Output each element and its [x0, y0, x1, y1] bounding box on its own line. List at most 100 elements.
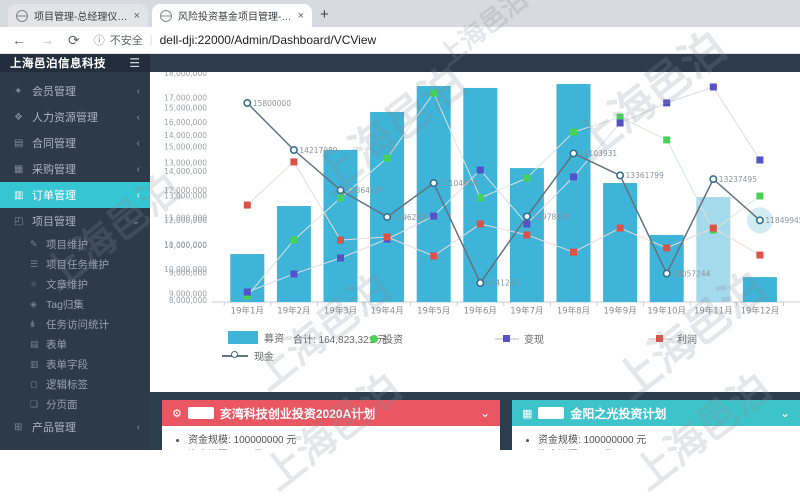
bar-19年12月[interactable]: [742, 277, 777, 302]
sidebar-subitem-项目维护[interactable]: ✎ 项目维护: [0, 234, 150, 254]
plan-card-header[interactable]: ⚙ 亥湾科技创业投资2020A计划 ⌄: [162, 400, 500, 426]
cash-point[interactable]: [383, 212, 392, 221]
vc-monthly-chart[interactable]: 18,000,000 17,000,000 16,000,000 15,000,000…: [150, 72, 800, 392]
legend-利润[interactable]: 利润: [648, 331, 697, 346]
利润-point[interactable]: [383, 233, 391, 241]
利润-point[interactable]: [709, 224, 717, 232]
cash-point[interactable]: [755, 216, 764, 225]
new-tab-button[interactable]: +: [320, 6, 329, 23]
cash-point[interactable]: [709, 175, 718, 184]
变现-point[interactable]: [243, 288, 251, 296]
cash-point[interactable]: [616, 171, 625, 180]
sidebar-item-会员管理[interactable]: ✦ 会员管理 ‹: [0, 78, 150, 104]
sidebar-subitem-项目任务维护[interactable]: ☰ 项目任务维护: [0, 254, 150, 274]
legend-变现[interactable]: 变现: [495, 331, 544, 346]
投资-point[interactable]: [523, 174, 531, 182]
sidebar-item-项目管理[interactable]: ◰ 项目管理 ⌄: [0, 208, 150, 234]
legend-募资[interactable]: 募资: [228, 330, 284, 345]
利润-point[interactable]: [523, 231, 531, 239]
close-icon[interactable]: ×: [297, 9, 304, 22]
cash-point[interactable]: [522, 212, 531, 221]
变现-point[interactable]: [476, 166, 484, 174]
变现-point[interactable]: [337, 254, 344, 262]
sidebar-subitem-分页面[interactable]: ❏ 分页面: [0, 394, 150, 414]
cash-point[interactable]: [289, 146, 298, 155]
legend-total[interactable]: 合计: 164,823,321 元: [293, 331, 387, 346]
变现-point[interactable]: [709, 83, 717, 91]
利润-point[interactable]: [243, 201, 251, 209]
back-icon[interactable]: ←: [12, 32, 26, 48]
sidebar-subitem-文章维护[interactable]: ✧ 文章维护: [0, 274, 150, 294]
y-axis-tick: 11,000,000: [164, 241, 207, 250]
sidebar-item-合同管理[interactable]: ▤ 合同管理 ‹: [0, 130, 150, 156]
reload-icon[interactable]: ⟳: [68, 31, 80, 48]
chevron-left-icon: ‹: [136, 189, 140, 201]
利润-point[interactable]: [663, 244, 671, 252]
投资-point[interactable]: [337, 194, 344, 202]
投资-point[interactable]: [570, 128, 577, 136]
变现-point[interactable]: [523, 220, 531, 228]
投资-point[interactable]: [756, 192, 764, 200]
chevron-down-icon[interactable]: ⌄: [479, 406, 490, 420]
cash-point[interactable]: [243, 99, 252, 108]
y-axis-tick: 15,000,000: [164, 143, 207, 152]
plan-card-header[interactable]: ▦ 金阳之光投资计划 ⌄: [512, 400, 800, 426]
cash-point[interactable]: [429, 179, 438, 188]
利润-point[interactable]: [337, 236, 344, 244]
变现-point[interactable]: [616, 119, 624, 127]
close-icon[interactable]: ×: [133, 9, 140, 22]
sidebar-item-订单管理[interactable]: ▥ 订单管理 ‹: [0, 182, 150, 208]
投资-point[interactable]: [383, 154, 391, 162]
sidebar-subitem-表单[interactable]: ▤ 表单: [0, 334, 150, 354]
变现-point[interactable]: [290, 270, 298, 278]
投资-point[interactable]: [430, 89, 438, 97]
legend-total: 合计: 164,823,321 元: [293, 335, 387, 346]
利润-point[interactable]: [290, 158, 298, 166]
cash-point[interactable]: [336, 186, 345, 195]
bar-19年9月[interactable]: [603, 183, 638, 302]
利润-point[interactable]: [756, 251, 764, 259]
变现-point[interactable]: [570, 173, 577, 181]
bar-19年11月[interactable]: [696, 196, 731, 302]
变现-point[interactable]: [663, 99, 671, 107]
sidebar-subitem-表单字段[interactable]: ▥ 表单字段: [0, 354, 150, 374]
hamburger-icon[interactable]: ☰: [129, 56, 140, 70]
browser-tab-2-active[interactable]: 风险投资基金项目管理-总经理仪 ×: [152, 4, 312, 27]
address-bar[interactable]: ⓘ 不安全 | dell-dji:22000/Admin/Dashboard/V…: [94, 32, 376, 48]
利润-point[interactable]: [476, 220, 484, 228]
投资-point[interactable]: [616, 113, 624, 121]
forward-icon[interactable]: →: [40, 32, 54, 48]
bar-19年4月[interactable]: [370, 111, 405, 302]
sidebar-subitem-任务访问统计[interactable]: ılı 任务访问统计: [0, 314, 150, 334]
投资-point[interactable]: [476, 194, 484, 202]
变现-point[interactable]: [430, 212, 438, 220]
利润-point[interactable]: [430, 252, 438, 260]
投资-point[interactable]: [290, 236, 298, 244]
sidebar-item-产品管理[interactable]: ⊞ 产品管理 ‹: [0, 414, 150, 440]
chevron-down-icon[interactable]: ⌄: [779, 406, 790, 420]
bar-19年3月[interactable]: [323, 149, 358, 302]
变现-point[interactable]: [756, 156, 764, 164]
project-edit-icon: ✎: [30, 238, 38, 249]
legend-投资[interactable]: 投资: [370, 331, 403, 346]
cash-point[interactable]: [476, 278, 485, 287]
sidebar-subitem-Tag归集[interactable]: ◈ Tag归集: [0, 294, 150, 314]
sidebar-subitem-逻辑标签[interactable]: ◻ 逻辑标签: [0, 374, 150, 394]
legend-label: 现金: [254, 352, 274, 363]
利润-point[interactable]: [570, 248, 577, 256]
members-icon: ✦: [14, 85, 23, 97]
browser-tab-1[interactable]: 项目管理-总经理仪表盘 ×: [8, 4, 148, 27]
bar-19年5月[interactable]: [416, 85, 451, 303]
sidebar-item-人力资源管理[interactable]: ❖ 人力资源管理 ‹: [0, 104, 150, 130]
legend-现金[interactable]: 现金: [222, 348, 274, 363]
投资-point[interactable]: [243, 292, 251, 300]
plan-icon: ▦: [522, 407, 533, 420]
sidebar-item-采购管理[interactable]: ▦ 采购管理 ‹: [0, 156, 150, 182]
利润-point[interactable]: [616, 224, 624, 232]
cash-point[interactable]: [662, 269, 671, 278]
info-icon[interactable]: ⓘ: [93, 35, 105, 47]
cash-point[interactable]: [569, 149, 578, 158]
投资-point[interactable]: [663, 136, 671, 144]
bar-19年8月[interactable]: [556, 84, 591, 302]
url-text[interactable]: dell-dji:22000/Admin/Dashboard/VCView: [159, 33, 377, 47]
